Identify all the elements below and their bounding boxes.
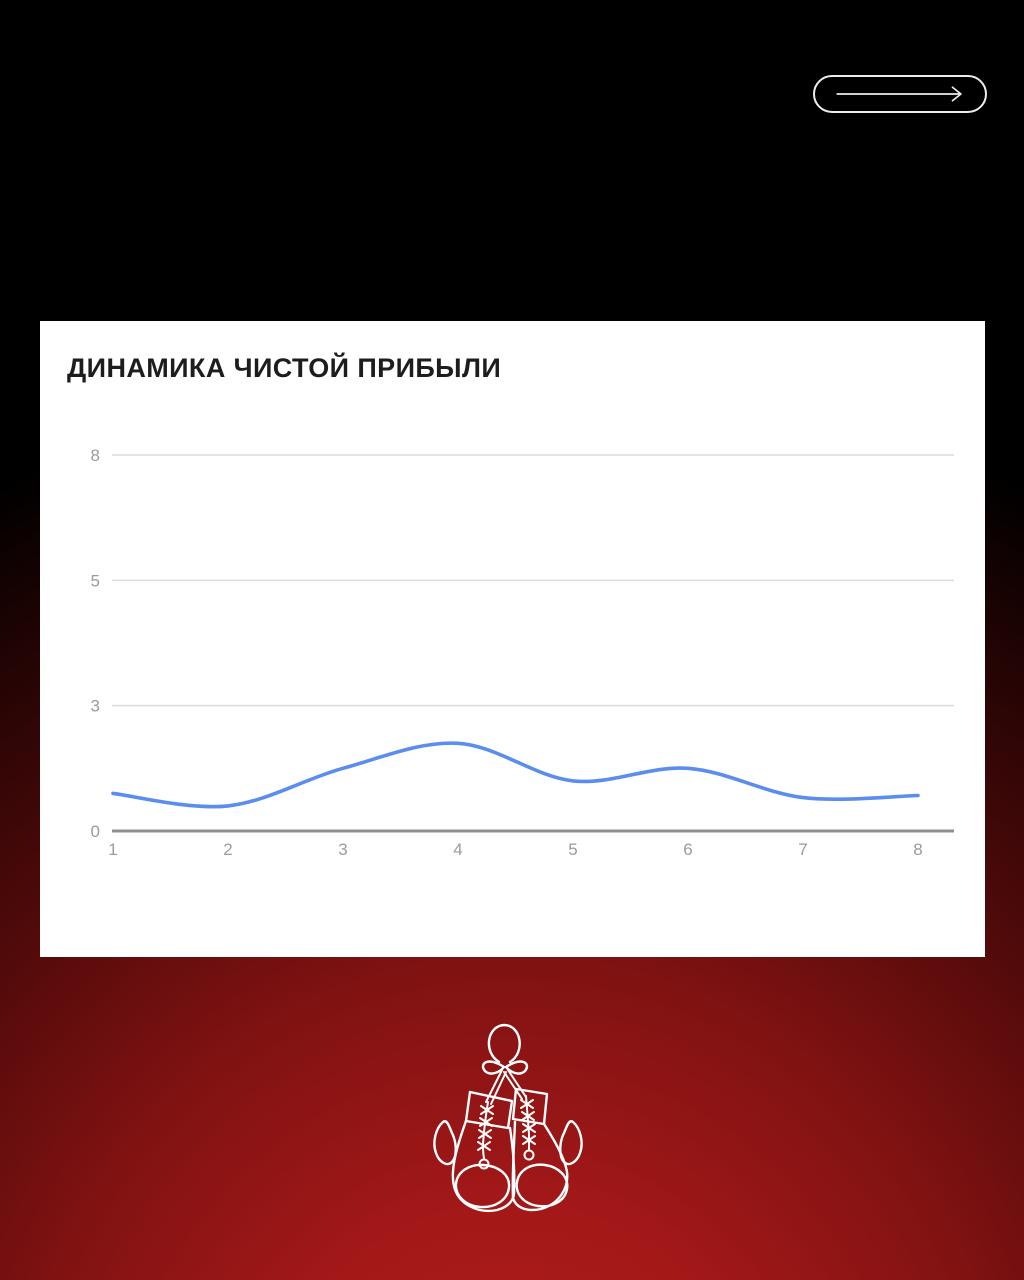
left-glove-fist [454,1163,511,1209]
svg-text:5: 5 [91,571,100,590]
svg-text:7: 7 [798,840,807,859]
svg-text:6: 6 [683,840,692,859]
arrow-right-icon [836,86,962,102]
bow-right-petal [504,1060,529,1075]
chart-title: ДИНАМИКА ЧИСТОЙ ПРИБЫЛИ [67,353,502,383]
chart-card: ДИНАМИКА ЧИСТОЙ ПРИБЫЛИ 0 3 5 8 1 2 3 4 5 6 7 8 [40,321,985,957]
bow-left-petal [481,1060,506,1075]
right-glove-fist [515,1163,569,1208]
svg-text:8: 8 [913,840,922,859]
right-glove-body [511,1120,569,1212]
left-glove-body [451,1119,516,1213]
svg-text:3: 3 [338,840,347,859]
svg-text:5: 5 [568,840,577,859]
svg-text:4: 4 [453,840,462,859]
left-glove-cuff [464,1090,514,1130]
svg-text:8: 8 [91,446,100,465]
line-chart: 0 3 5 8 1 2 3 4 5 6 7 8 [91,446,954,859]
next-button[interactable] [813,75,987,113]
svg-text:1: 1 [108,840,117,859]
svg-text:2: 2 [223,840,232,859]
svg-text:3: 3 [91,697,100,716]
svg-text:0: 0 [91,822,100,841]
boxing-gloves-illustration [433,1023,583,1213]
bow-top-loop [487,1023,521,1064]
left-thumb [433,1120,457,1166]
